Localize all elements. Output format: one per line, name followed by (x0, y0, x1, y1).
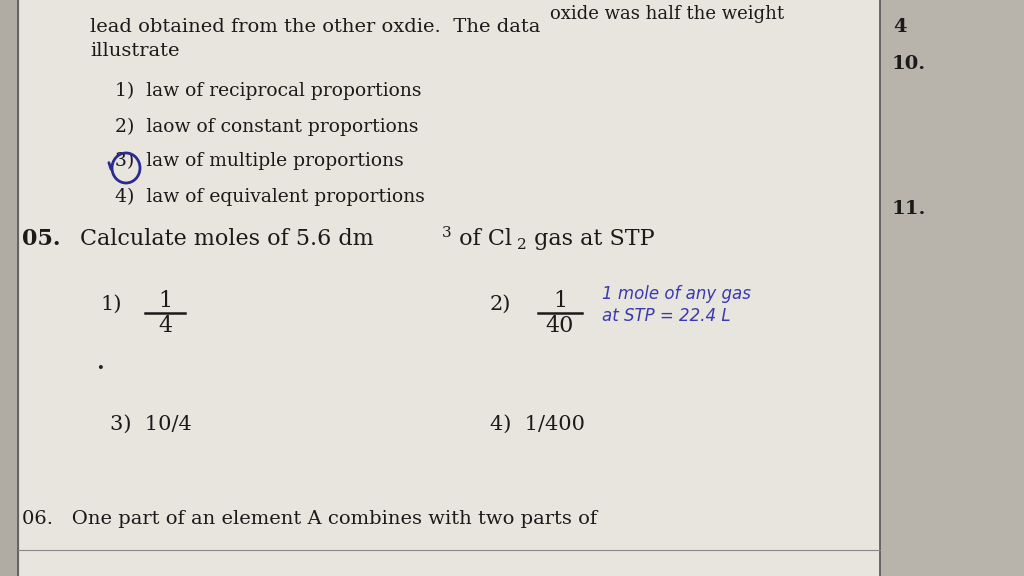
Text: 40: 40 (546, 315, 574, 337)
Text: 1: 1 (158, 290, 172, 312)
Text: oxide was half the weight: oxide was half the weight (550, 5, 784, 23)
Text: 2): 2) (490, 295, 511, 314)
Text: Calculate moles of 5.6 dm: Calculate moles of 5.6 dm (80, 228, 374, 250)
Text: 10.: 10. (892, 55, 926, 73)
Text: at STP = 22.4 L: at STP = 22.4 L (602, 307, 731, 325)
Text: 4)  law of equivalent proportions: 4) law of equivalent proportions (115, 188, 425, 206)
Text: 06.   One part of an element A combines with two parts of: 06. One part of an element A combines wi… (22, 510, 597, 528)
Text: illustrate: illustrate (90, 42, 179, 60)
Text: 3)  10/4: 3) 10/4 (110, 415, 191, 434)
Text: 05.: 05. (22, 228, 60, 250)
Text: 2)  laow of constant proportions: 2) laow of constant proportions (115, 118, 419, 137)
Text: 4)  1/400: 4) 1/400 (490, 415, 585, 434)
Bar (0, 0, 18, 576)
Text: 1: 1 (553, 290, 567, 312)
Bar (18, 0, 918, 576)
Text: 1)  law of reciprocal proportions: 1) law of reciprocal proportions (115, 82, 422, 100)
Text: 1 mole of any gas: 1 mole of any gas (602, 285, 751, 303)
Text: 11.: 11. (892, 200, 927, 218)
Text: 4: 4 (158, 315, 172, 337)
Text: 1): 1) (100, 295, 122, 314)
Text: 4: 4 (893, 18, 906, 36)
Text: lead obtained from the other oxdie.  The data: lead obtained from the other oxdie. The … (90, 18, 541, 36)
Bar (880, 0, 1024, 576)
Text: of Cl: of Cl (452, 228, 512, 250)
Text: 3)  law of multiple proportions: 3) law of multiple proportions (115, 152, 403, 170)
Text: 2: 2 (517, 238, 526, 252)
Text: .: . (95, 345, 104, 376)
Text: 3: 3 (442, 226, 452, 240)
Text: gas at STP: gas at STP (527, 228, 654, 250)
